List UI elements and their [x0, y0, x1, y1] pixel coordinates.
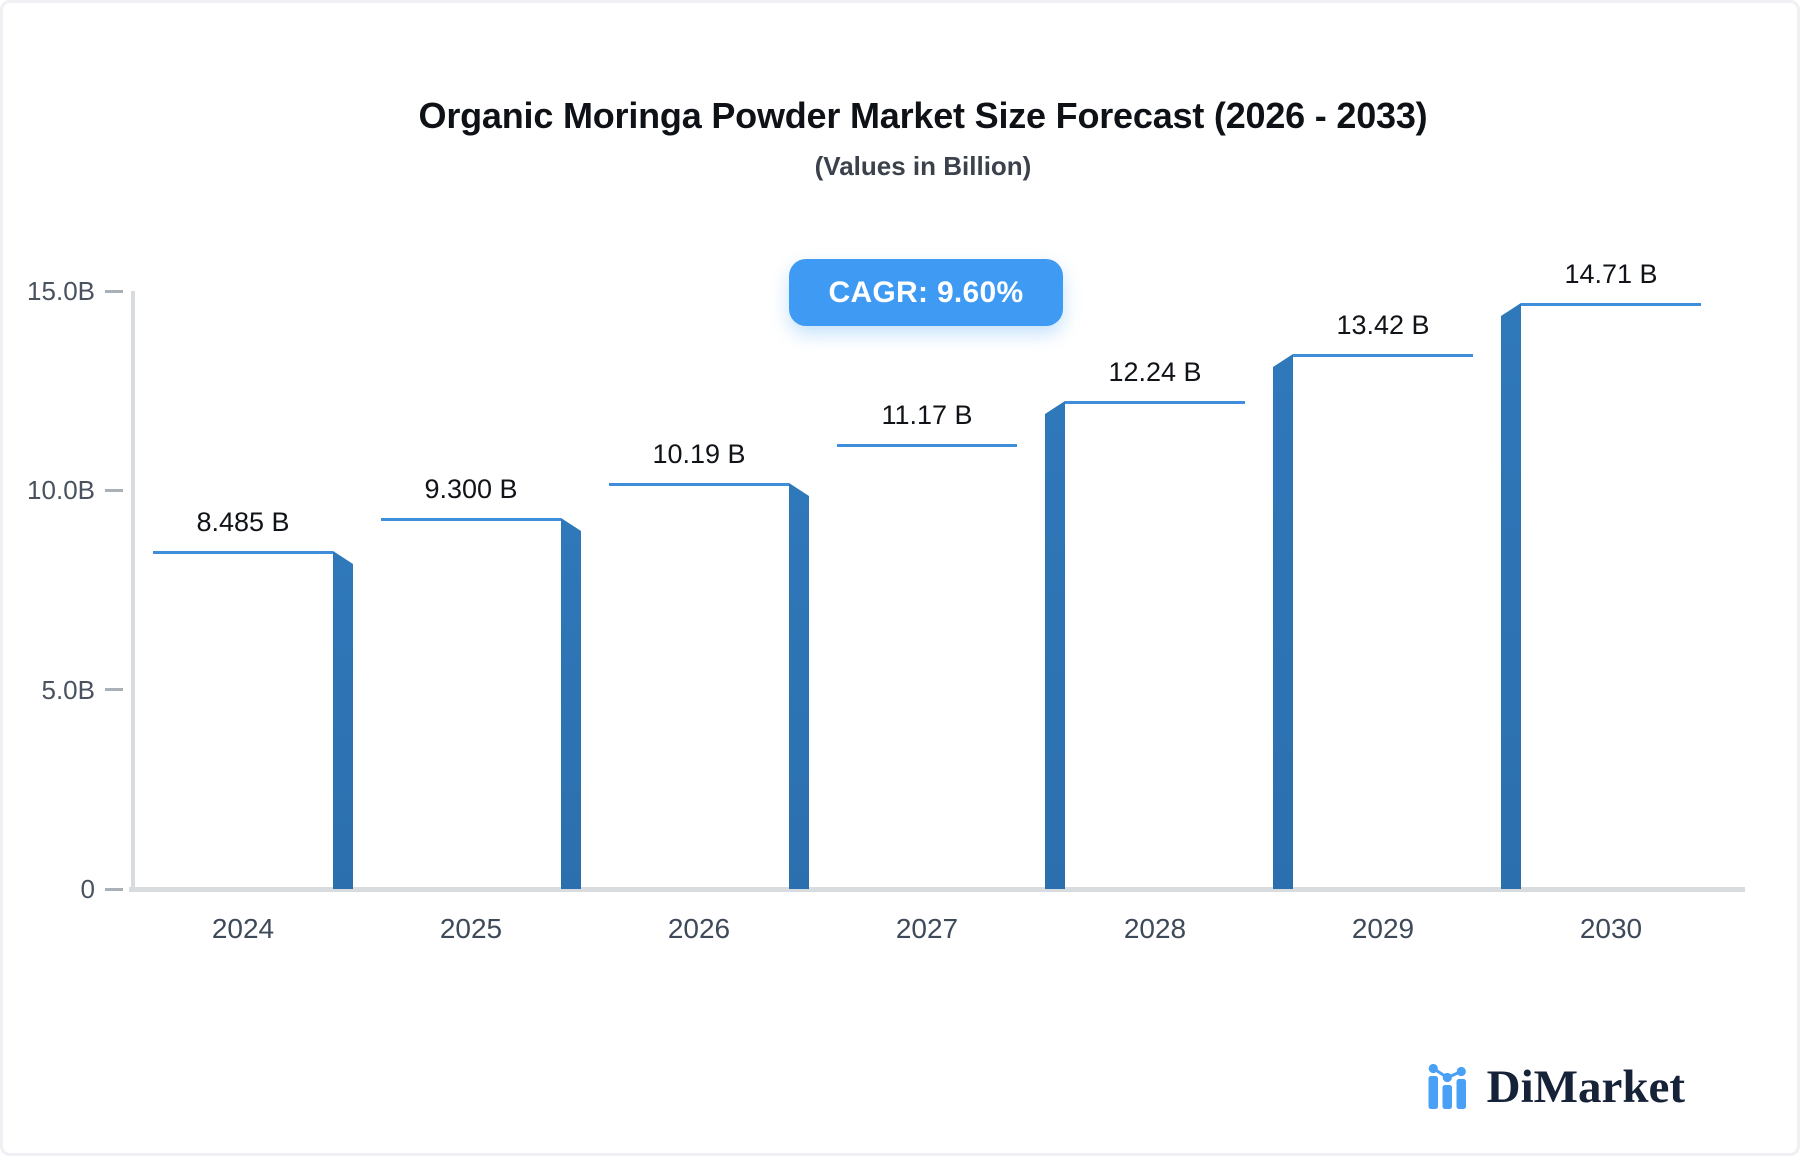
bar-side-2028 [1045, 401, 1065, 889]
x-label-2030: 2030 [1579, 913, 1643, 944]
bar-2025 [381, 518, 561, 889]
bar-2029 [1293, 354, 1473, 889]
y-axis-line [131, 291, 135, 889]
y-tick-0 [105, 887, 123, 891]
x-axis-line [129, 887, 1745, 892]
bar-chart: 0 5.0B 10.0B 15.0B 8.485 B 2024 9.300 B 2025 10.… [27, 259, 1745, 944]
x-label-2029: 2029 [1351, 913, 1415, 944]
brand-name: DiMarket [1486, 1061, 1685, 1113]
bar-value-2026: 10.19 B [652, 439, 746, 469]
bar-value-2028: 12.24 B [1108, 357, 1202, 387]
x-label-2027: 2027 [895, 913, 959, 944]
bar-value-2030: 14.71 B [1564, 259, 1658, 289]
brand-logo: DiMarket [1428, 1061, 1685, 1113]
page-title: Organic Moringa Powder Market Size Forec… [418, 95, 1428, 136]
y-tick-15.0B [105, 289, 123, 293]
y-tick-10.0B [105, 488, 123, 492]
cagr-badge: CAGR: 9.60% [789, 259, 1063, 326]
bar-2027 [837, 444, 1017, 889]
bar-2026 [609, 483, 789, 889]
bar-side-2024 [333, 551, 353, 889]
y-tick-label-15.0B: 15.0B [27, 276, 95, 306]
bar-value-2025: 9.300 B [424, 474, 518, 504]
y-tick-5.0B [105, 688, 123, 692]
bar-value-2029: 13.42 B [1336, 310, 1430, 340]
bar-2028 [1065, 401, 1245, 889]
y-tick-label-5.0B: 5.0B [41, 674, 96, 705]
y-tick-label-10.0B: 10.0B [27, 475, 95, 506]
bar-side-2029 [1273, 354, 1293, 889]
x-label-2024: 2024 [211, 913, 275, 944]
bar-2030 [1521, 303, 1701, 889]
bar-side-2025 [561, 518, 581, 889]
bar-side-2030 [1501, 303, 1521, 889]
bar-side-2026 [789, 483, 809, 889]
x-label-2025: 2025 [439, 913, 503, 944]
y-tick-label-0: 0 [80, 874, 95, 904]
x-label-2028: 2028 [1123, 913, 1187, 944]
bar-value-2024: 8.485 B [196, 507, 290, 537]
page-subtitle: (Values in Billion) [814, 151, 1032, 181]
dimarket-logo-icon [1428, 1063, 1466, 1109]
x-label-2026: 2026 [667, 913, 731, 944]
bar-value-2027: 11.17 B [881, 400, 973, 430]
bar-2024 [153, 551, 333, 889]
